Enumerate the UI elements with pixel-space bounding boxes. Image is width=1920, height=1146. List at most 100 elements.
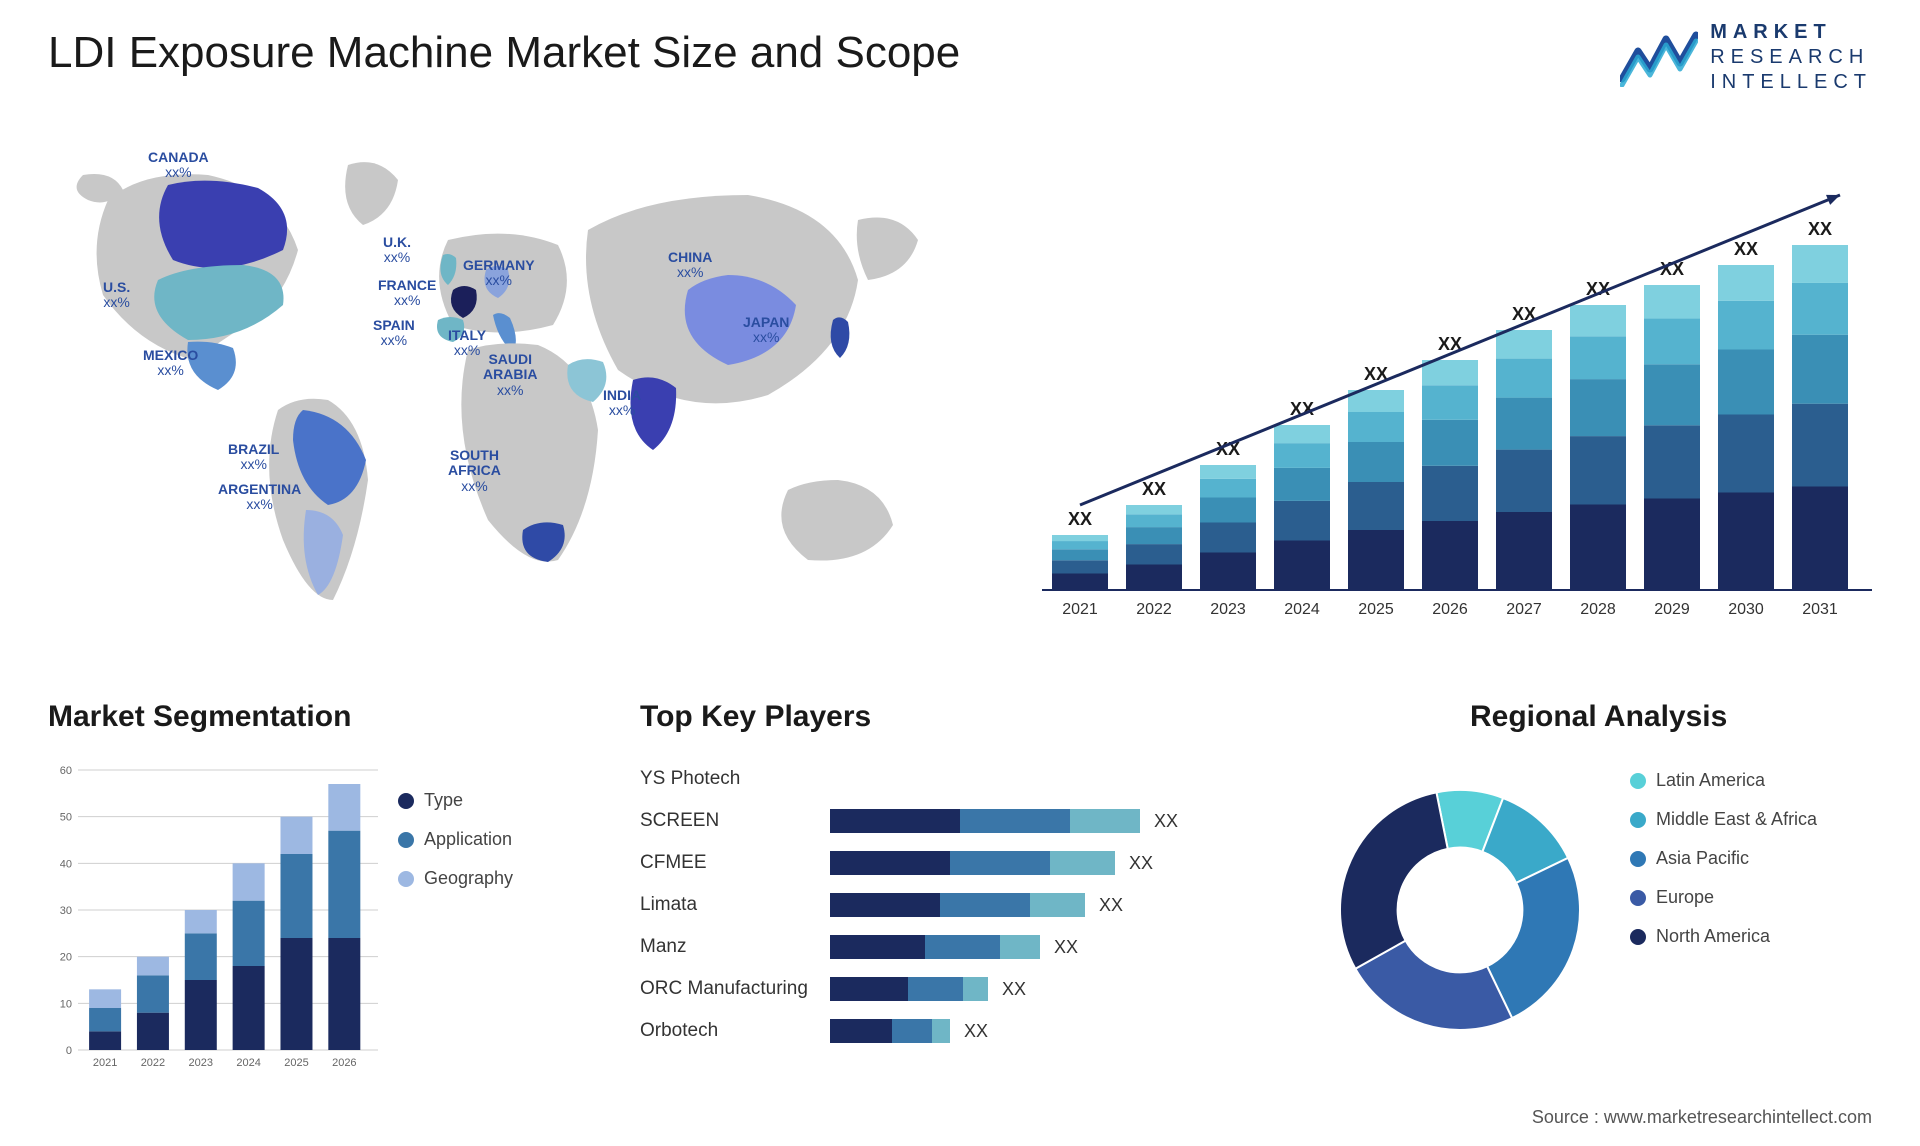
key-player-name: Orbotech <box>640 1020 830 1042</box>
market-segmentation-section: Market Segmentation 01020304050602021202… <box>48 700 608 1090</box>
svg-text:50: 50 <box>60 812 72 824</box>
key-player-value: XX <box>1002 979 1026 1000</box>
key-player-bar-seg <box>830 1019 892 1043</box>
svg-text:2027: 2027 <box>1506 601 1542 618</box>
regional-analysis-section: Regional Analysis Latin America Middle Ea… <box>1310 700 1870 1090</box>
svg-text:0: 0 <box>66 1045 72 1057</box>
map-label-saudi: SAUDIARABIAxx% <box>483 352 537 398</box>
svg-text:XX: XX <box>1808 219 1832 239</box>
key-player-bar-seg <box>940 893 1030 917</box>
key-player-bar-seg <box>1070 809 1140 833</box>
map-label-italy: ITALYxx% <box>448 328 486 359</box>
key-player-row: Manz XX <box>640 926 1280 968</box>
svg-text:XX: XX <box>1068 509 1092 529</box>
map-label-us: U.S.xx% <box>103 280 130 311</box>
legend-dot-icon <box>398 793 414 809</box>
key-player-row: ORC Manufacturing XX <box>640 968 1280 1010</box>
key-players-list: YS PhotechSCREENXXCFMEEXXLimataXXManzXXO… <box>640 758 1280 1052</box>
legend-label: Latin America <box>1656 770 1765 791</box>
regional-legend: Latin America Middle East & Africa Asia Pa… <box>1630 770 1817 965</box>
legend-dot-icon <box>1630 851 1646 867</box>
svg-text:20: 20 <box>60 952 72 964</box>
world-map: CANADAxx%U.S.xx%MEXICOxx%BRAZILxx%ARGENT… <box>48 130 968 670</box>
map-label-southafrica: SOUTHAFRICAxx% <box>448 448 501 494</box>
key-player-value: XX <box>964 1021 988 1042</box>
svg-text:2021: 2021 <box>93 1057 117 1069</box>
legend-dot-icon <box>1630 929 1646 945</box>
legend-label: Type <box>424 790 463 811</box>
key-player-name: Limata <box>640 894 830 916</box>
brand-logo: MARKET RESEARCH INTELLECT <box>1620 20 1872 95</box>
svg-text:2026: 2026 <box>332 1057 356 1069</box>
svg-text:30: 30 <box>60 905 72 917</box>
key-player-name: CFMEE <box>640 852 830 874</box>
svg-text:2023: 2023 <box>189 1057 213 1069</box>
segmentation-title: Market Segmentation <box>48 700 351 734</box>
map-label-mexico: MEXICOxx% <box>143 348 198 379</box>
key-player-value: XX <box>1099 895 1123 916</box>
key-player-bar-seg <box>892 1019 932 1043</box>
map-label-india: INDIAxx% <box>603 388 641 419</box>
key-player-name: Manz <box>640 936 830 958</box>
regional-legend-item: North America <box>1630 926 1817 947</box>
logo-text: MARKET RESEARCH INTELLECT <box>1710 20 1872 95</box>
key-player-bar-seg <box>932 1019 950 1043</box>
svg-text:2022: 2022 <box>141 1057 165 1069</box>
key-player-bar-seg <box>1000 935 1040 959</box>
key-player-bar-seg <box>830 809 960 833</box>
key-player-bar <box>830 977 988 1001</box>
svg-text:2025: 2025 <box>1358 601 1394 618</box>
regional-legend-item: Latin America <box>1630 770 1817 791</box>
svg-text:2023: 2023 <box>1210 601 1246 618</box>
svg-text:10: 10 <box>60 998 72 1010</box>
key-player-bar-seg <box>830 893 940 917</box>
key-player-bar-seg <box>960 809 1070 833</box>
key-player-bar <box>830 1019 950 1043</box>
svg-text:2028: 2028 <box>1580 601 1616 618</box>
key-player-bar-seg <box>925 935 1000 959</box>
legend-dot-icon <box>1630 773 1646 789</box>
svg-text:XX: XX <box>1142 479 1166 499</box>
key-player-name: SCREEN <box>640 810 830 832</box>
key-player-value: XX <box>1054 937 1078 958</box>
key-player-row: Limata XX <box>640 884 1280 926</box>
map-label-brazil: BRAZILxx% <box>228 442 279 473</box>
regional-legend-item: Europe <box>1630 887 1817 908</box>
key-player-bar <box>830 935 1040 959</box>
key-player-row: CFMEE XX <box>640 842 1280 884</box>
regional-title: Regional Analysis <box>1470 700 1727 734</box>
segmentation-chart: 0102030405060202120222023202420252026 <box>48 760 378 1080</box>
svg-text:XX: XX <box>1734 239 1758 259</box>
legend-label: Application <box>424 829 512 850</box>
svg-text:2031: 2031 <box>1802 601 1838 618</box>
key-player-bar <box>830 893 1085 917</box>
key-player-value: XX <box>1129 853 1153 874</box>
regional-donut-chart <box>1310 760 1610 1060</box>
segmentation-legend-item: Type <box>398 790 513 811</box>
key-player-bar-seg <box>950 851 1050 875</box>
map-label-uk: U.K.xx% <box>383 235 411 266</box>
legend-dot-icon <box>1630 812 1646 828</box>
legend-label: Asia Pacific <box>1656 848 1749 869</box>
svg-text:2021: 2021 <box>1062 601 1098 618</box>
segmentation-legend-item: Application <box>398 829 513 850</box>
svg-text:2024: 2024 <box>1284 601 1320 618</box>
svg-text:60: 60 <box>60 765 72 777</box>
key-player-bar-seg <box>963 977 988 1001</box>
svg-text:2025: 2025 <box>284 1057 308 1069</box>
svg-text:2024: 2024 <box>236 1057 260 1069</box>
regional-legend-item: Middle East & Africa <box>1630 809 1817 830</box>
legend-label: North America <box>1656 926 1770 947</box>
svg-text:2022: 2022 <box>1136 601 1172 618</box>
legend-dot-icon <box>398 871 414 887</box>
svg-text:2026: 2026 <box>1432 601 1468 618</box>
page-title: LDI Exposure Machine Market Size and Sco… <box>48 28 960 78</box>
legend-dot-icon <box>1630 890 1646 906</box>
legend-dot-icon <box>398 832 414 848</box>
key-player-value: XX <box>1154 811 1178 832</box>
key-player-name: ORC Manufacturing <box>640 978 830 1000</box>
main-growth-chart: XX2021XX2022XX2023XX2024XX2025XX2026XX20… <box>1042 150 1872 640</box>
segmentation-legend-item: Geography <box>398 868 513 889</box>
key-players-title: Top Key Players <box>640 700 871 734</box>
legend-label: Europe <box>1656 887 1714 908</box>
